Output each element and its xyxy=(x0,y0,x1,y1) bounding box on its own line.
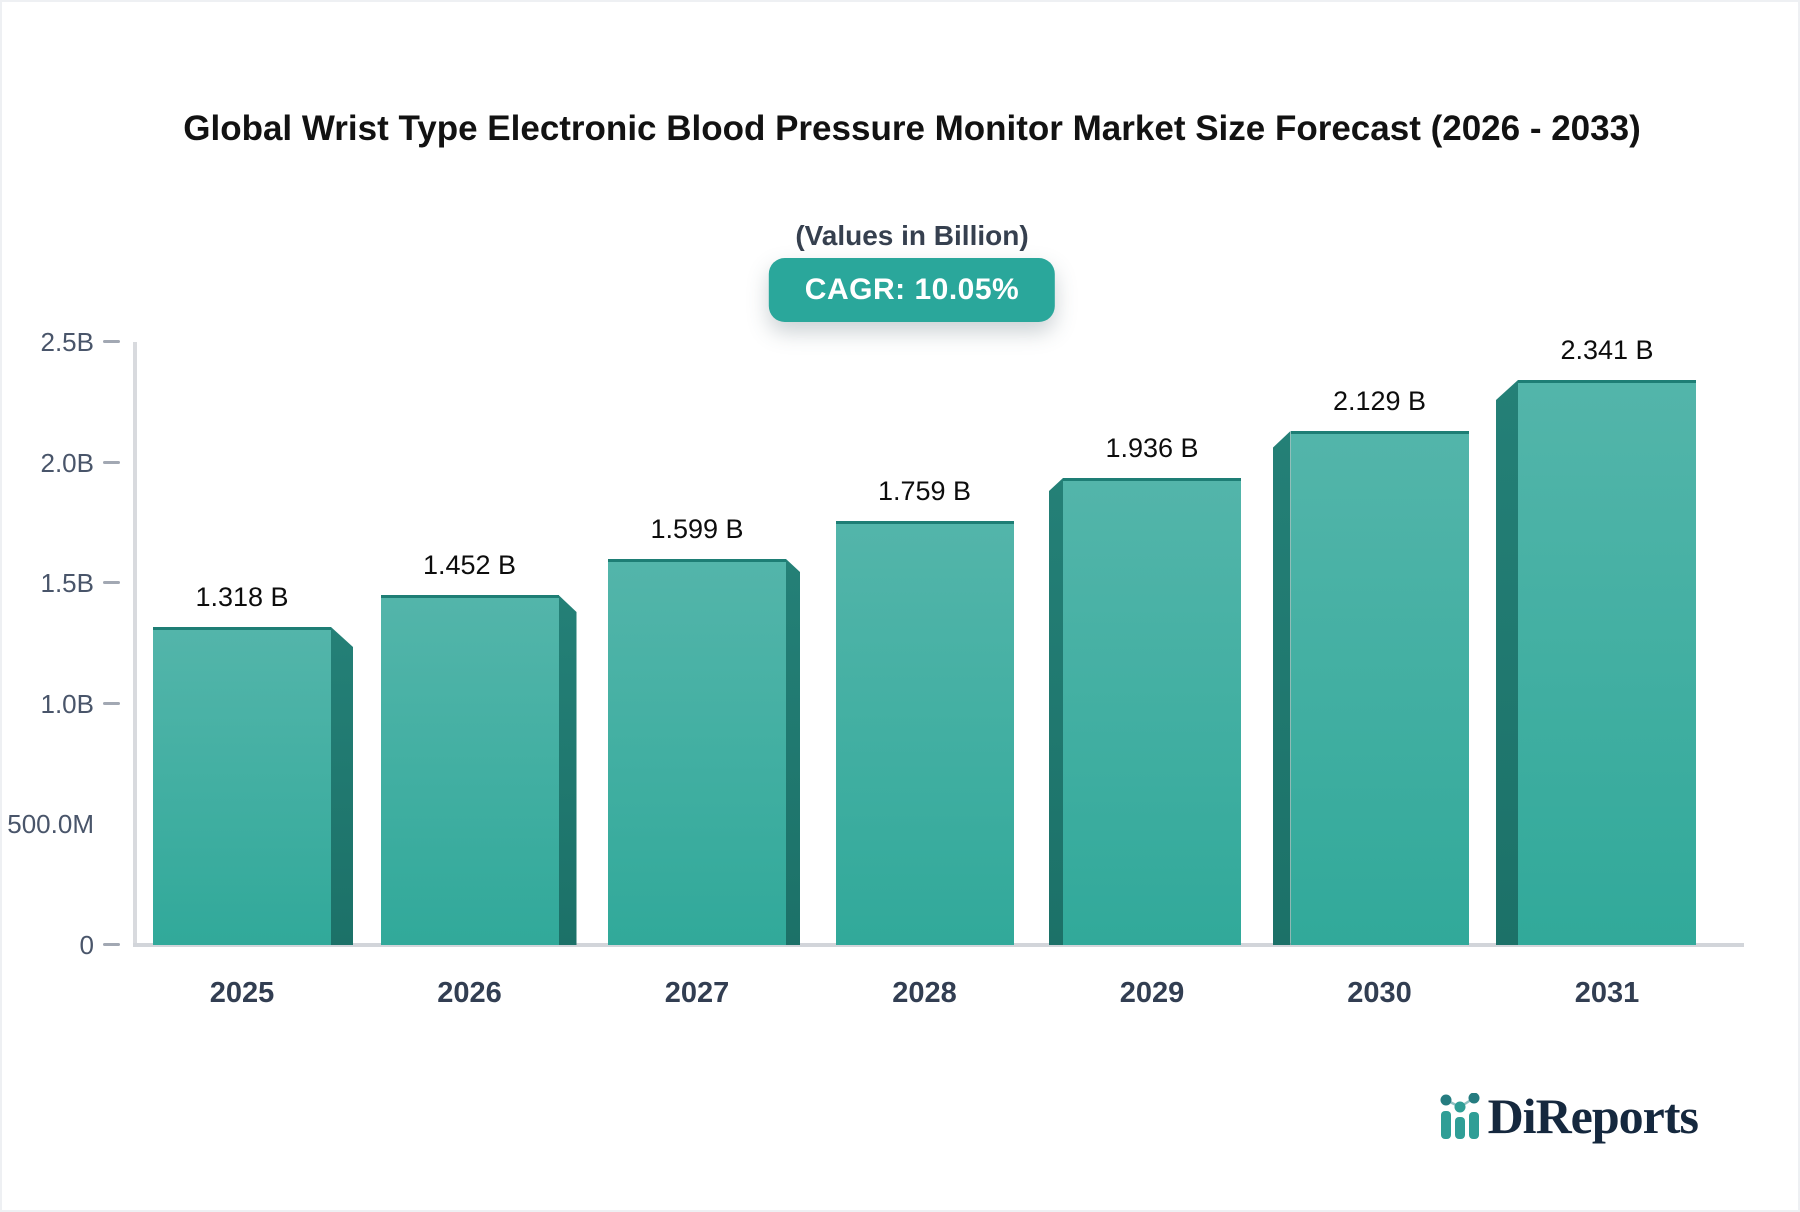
bar-value-label: 1.318 B xyxy=(195,582,289,612)
bar xyxy=(380,595,559,945)
bar-value-label: 2.341 B xyxy=(1560,335,1654,365)
y-axis-tick-label: 2.5B xyxy=(40,327,95,357)
bar xyxy=(835,521,1014,945)
x-axis-label: 2027 xyxy=(664,977,730,1009)
x-axis-line xyxy=(133,943,1744,947)
y-axis-line xyxy=(133,342,137,945)
y-axis-tick-dash xyxy=(103,340,120,343)
y-axis-tick-dash xyxy=(103,701,120,705)
bar-side-face xyxy=(1496,380,1518,945)
x-axis-label: 2031 xyxy=(1574,977,1640,1009)
bar-line-chart-icon xyxy=(1440,1092,1480,1139)
x-axis-label: 2026 xyxy=(437,977,502,1009)
bar-value-label: 1.452 B xyxy=(422,550,517,580)
y-axis-tick-dash xyxy=(103,460,120,464)
bar-value-label: 1.599 B xyxy=(650,514,744,544)
bar xyxy=(153,627,331,945)
y-axis-tick-label: 1.5B xyxy=(40,568,95,599)
cagr-badge: CAGR: 10.05% xyxy=(768,258,1056,322)
x-axis-label: 2030 xyxy=(1347,977,1412,1009)
bar xyxy=(1290,431,1469,945)
x-axis-label: 2028 xyxy=(892,977,957,1009)
y-axis-tick-label: 0 xyxy=(79,930,94,960)
y-axis-tick-label: 2.0B xyxy=(40,447,95,478)
bar-side-face xyxy=(1049,478,1063,945)
bar-value-label: 2.129 B xyxy=(1332,386,1427,416)
bar-side-face xyxy=(331,627,353,945)
bar xyxy=(1518,380,1696,945)
chart-subtitle: (Values in Billion) xyxy=(795,220,1029,251)
y-axis-tick-dash xyxy=(103,943,120,946)
bar-side-face xyxy=(558,595,577,945)
bar-value-label: 1.759 B xyxy=(877,476,972,506)
y-axis-tick-label: 500.0M xyxy=(7,809,94,840)
bar xyxy=(1063,478,1241,945)
x-axis-label: 2029 xyxy=(1119,977,1185,1009)
bar xyxy=(608,559,786,945)
bar-side-face xyxy=(786,559,800,945)
bar-side-face xyxy=(1272,431,1291,945)
direports-logo: DiReports xyxy=(1440,1088,1699,1144)
x-axis-label: 2025 xyxy=(209,977,275,1009)
chart-title: Global Wrist Type Electronic Blood Press… xyxy=(183,109,1641,148)
logo-text: DiReports xyxy=(1487,1088,1699,1144)
bar-value-label: 1.936 B xyxy=(1105,433,1199,463)
y-axis-tick-label: 1.0B xyxy=(40,688,95,719)
y-axis-tick-dash xyxy=(103,581,120,585)
